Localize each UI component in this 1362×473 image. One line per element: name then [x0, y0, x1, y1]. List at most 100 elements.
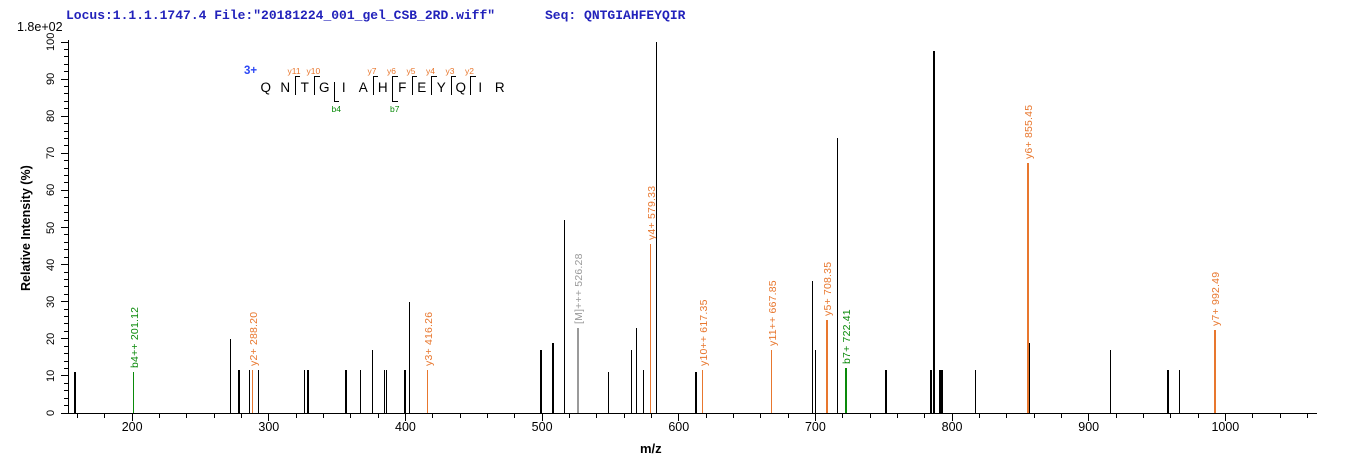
y-minor-tick [64, 145, 68, 147]
x-minor-tick [295, 414, 297, 418]
y-ion-label: y2 [465, 66, 474, 76]
peak [238, 370, 240, 413]
y-axis-line [68, 40, 70, 414]
x-tick-label: 200 [121, 420, 143, 434]
y-tick [61, 152, 68, 154]
x-minor-tick [1006, 414, 1008, 418]
y-minor-tick [64, 405, 68, 407]
cleavage-mark [372, 76, 374, 95]
peak [941, 370, 943, 413]
x-tick-label: 900 [1078, 420, 1100, 434]
y-tick-label: 60 [45, 184, 57, 197]
y-minor-tick [64, 316, 68, 318]
y-ion-label: y6 [387, 66, 396, 76]
residue-letter: Y [436, 80, 446, 95]
peak [359, 370, 362, 413]
x-minor-tick [842, 414, 844, 418]
seq-label: Seq: [545, 8, 585, 23]
x-minor-tick [241, 414, 243, 418]
y-minor-tick [64, 256, 68, 258]
residue-letter: H [377, 80, 388, 95]
peak [655, 42, 657, 413]
cleavage-cap-top [314, 76, 320, 77]
peak-label: y5+ 708.35 [821, 261, 834, 317]
peak [385, 370, 388, 413]
y-minor-tick [64, 130, 68, 132]
peak [408, 301, 411, 413]
peak [404, 370, 406, 413]
residue-letter: A [358, 80, 368, 95]
peak [133, 372, 135, 413]
x-axis-line [68, 413, 1317, 415]
sequence-header: Seq: QNTGIAHFEYQIR [545, 8, 685, 23]
peak [649, 244, 652, 413]
y-minor-tick [64, 48, 68, 50]
peak [974, 370, 977, 413]
y-tick [61, 338, 68, 340]
y-tick-label: 20 [45, 332, 57, 345]
y-tick [61, 227, 68, 228]
y-tick-label: 100 [45, 32, 57, 51]
peak [607, 372, 610, 413]
peak [1027, 162, 1029, 413]
y-minor-tick [64, 93, 68, 95]
y-minor-tick [64, 360, 68, 362]
y-minor-tick [64, 234, 68, 236]
y-minor-tick [64, 293, 68, 295]
peak [1214, 329, 1216, 413]
cleavage-cap-top [295, 76, 300, 77]
y-minor-tick [64, 108, 68, 110]
cleavage-mark [294, 76, 296, 95]
x-minor-tick [1115, 414, 1117, 418]
x-minor-tick [787, 414, 789, 418]
y-tick-label: 80 [45, 109, 57, 123]
peak-label: b4++ 201.12 [128, 307, 141, 369]
y-minor-tick [64, 182, 68, 184]
x-minor-tick [213, 414, 215, 418]
x-tick-label: 300 [258, 420, 280, 434]
cleavage-mark [431, 76, 432, 95]
y-tick-label: 10 [45, 369, 57, 382]
cleavage-cap-top [412, 76, 417, 77]
peak-label: [M]+++ 526.28 [573, 253, 586, 324]
x-minor-tick [569, 414, 570, 418]
y-minor-tick [64, 197, 68, 199]
y-tick [61, 301, 68, 303]
peak [74, 372, 76, 413]
x-minor-tick [896, 414, 898, 418]
residue-letter: Q [260, 80, 271, 95]
y-tick-label: 30 [45, 295, 57, 308]
y-minor-tick [64, 71, 68, 73]
residue-letter: I [478, 80, 483, 95]
cleavage-cap-top [373, 76, 378, 77]
peak [1029, 342, 1031, 413]
peak [1109, 349, 1112, 413]
intensity-scale-label: 1.8e+02 [17, 20, 63, 34]
peak [577, 327, 579, 413]
x-tick [1224, 414, 1226, 421]
x-minor-tick [596, 414, 598, 418]
x-minor-tick [323, 414, 325, 418]
x-minor-tick [732, 414, 734, 418]
y-minor-tick [64, 160, 68, 162]
peak-label: y3+ 416.26 [422, 312, 435, 367]
peak [229, 338, 232, 413]
x-minor-tick [432, 414, 434, 418]
peak [770, 349, 773, 413]
y-minor-tick [64, 278, 68, 280]
y-tick [61, 412, 68, 414]
x-tick [268, 414, 270, 421]
cleavage-cap-top [470, 76, 476, 77]
y-minor-tick [64, 219, 68, 221]
x-minor-tick [514, 414, 516, 418]
cleavage-mark [333, 82, 335, 102]
residue-letter: I [341, 80, 346, 95]
residue-letter: R [494, 80, 505, 95]
x-minor-tick [1142, 414, 1144, 418]
y-minor-tick [64, 63, 68, 65]
y-tick-label: 50 [45, 221, 57, 234]
x-minor-tick [186, 414, 188, 418]
y-minor-tick [64, 271, 68, 273]
